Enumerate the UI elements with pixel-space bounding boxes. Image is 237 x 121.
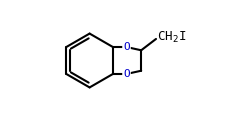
- Text: CH$_2$I: CH$_2$I: [157, 30, 187, 45]
- Text: O: O: [123, 69, 130, 79]
- Text: O: O: [123, 42, 130, 52]
